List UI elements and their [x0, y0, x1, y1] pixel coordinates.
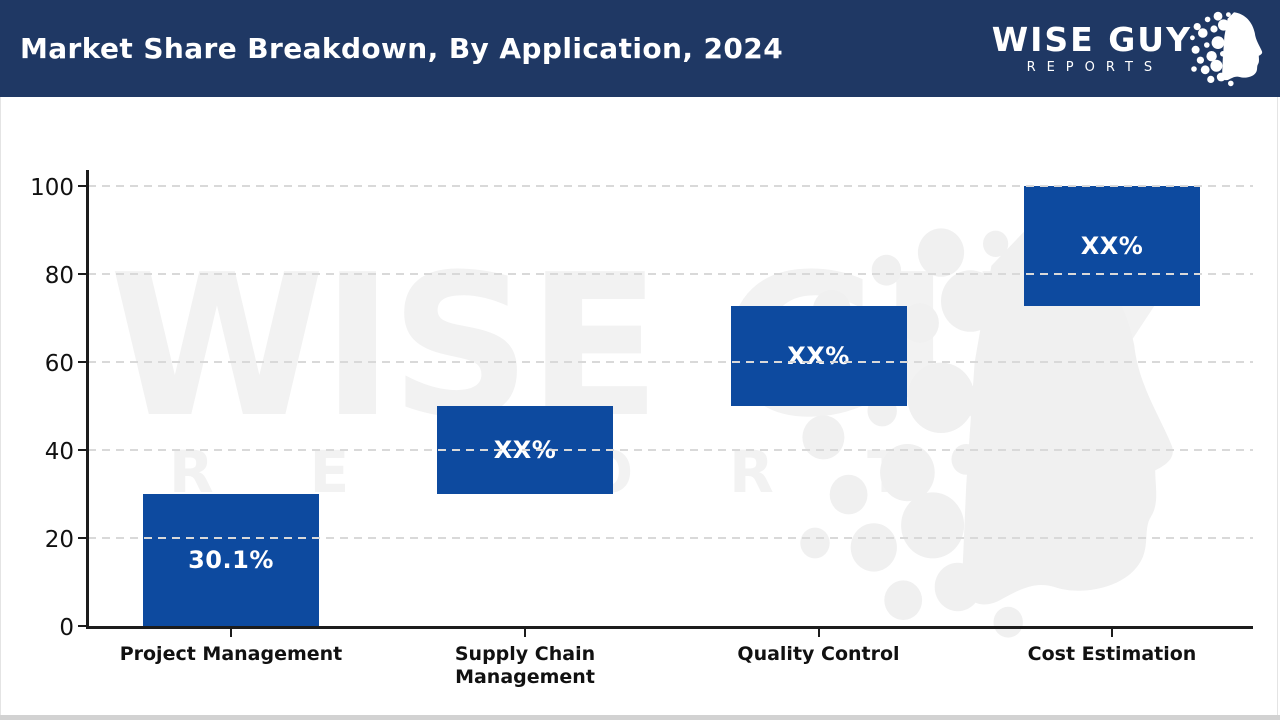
y-axis: [86, 170, 89, 628]
y-tick-label: 40: [44, 439, 74, 465]
x-tick: [230, 628, 232, 637]
bar-value-label: XX%: [1080, 232, 1144, 261]
y-tick-label: 100: [30, 175, 74, 201]
header-banner: Market Share Breakdown, By Application, …: [0, 0, 1280, 97]
y-tick-label: 0: [59, 615, 74, 641]
y-tick: [78, 273, 86, 275]
logo-subtext: REPORTS: [1026, 59, 1164, 75]
x-tick: [1111, 628, 1113, 637]
bar-segment: XX%: [1024, 186, 1200, 307]
x-category-label: Quality Control: [737, 643, 900, 665]
grid-line: [88, 449, 1253, 451]
y-tick: [78, 361, 86, 363]
x-tick: [817, 628, 820, 637]
chart-title: Market Share Breakdown, By Application, …: [20, 32, 784, 65]
y-tick: [78, 185, 86, 187]
logo-wordmark: WISE GUY: [991, 19, 1192, 59]
chart-area: WISE GUY REPORTS 30.1% XX% XX% XX% 0 20 40 60 80…: [0, 97, 1278, 715]
y-tick-label: 60: [44, 351, 74, 377]
y-tick: [78, 537, 86, 539]
grid-line: [88, 273, 1253, 275]
x-category-label: Project Management: [119, 643, 343, 665]
bottom-strip: [0, 715, 1280, 720]
grid-line: [88, 361, 1253, 363]
bar-value-label: XX%: [787, 342, 850, 371]
y-tick-label: 80: [44, 263, 74, 289]
grid-line: [88, 185, 1253, 187]
y-tick-label: 20: [44, 527, 74, 553]
x-tick: [524, 628, 526, 637]
x-category-label: Supply Chain Management: [454, 643, 596, 689]
x-axis: [86, 626, 1253, 629]
logo-head-icon: [1190, 11, 1263, 86]
logo-text: WISE GUY REPORTS: [992, 23, 1192, 75]
bar-value-label: 30.1%: [188, 545, 274, 574]
x-category-label: Cost Estimation: [1027, 643, 1197, 665]
wise-guy-logo: WISE GUY REPORTS: [992, 6, 1266, 92]
bar-segment: 30.1%: [143, 493, 319, 626]
bar-segment: XX%: [730, 306, 907, 406]
y-tick: [78, 449, 86, 451]
grid-line: [88, 537, 1253, 539]
y-tick: [78, 625, 86, 627]
